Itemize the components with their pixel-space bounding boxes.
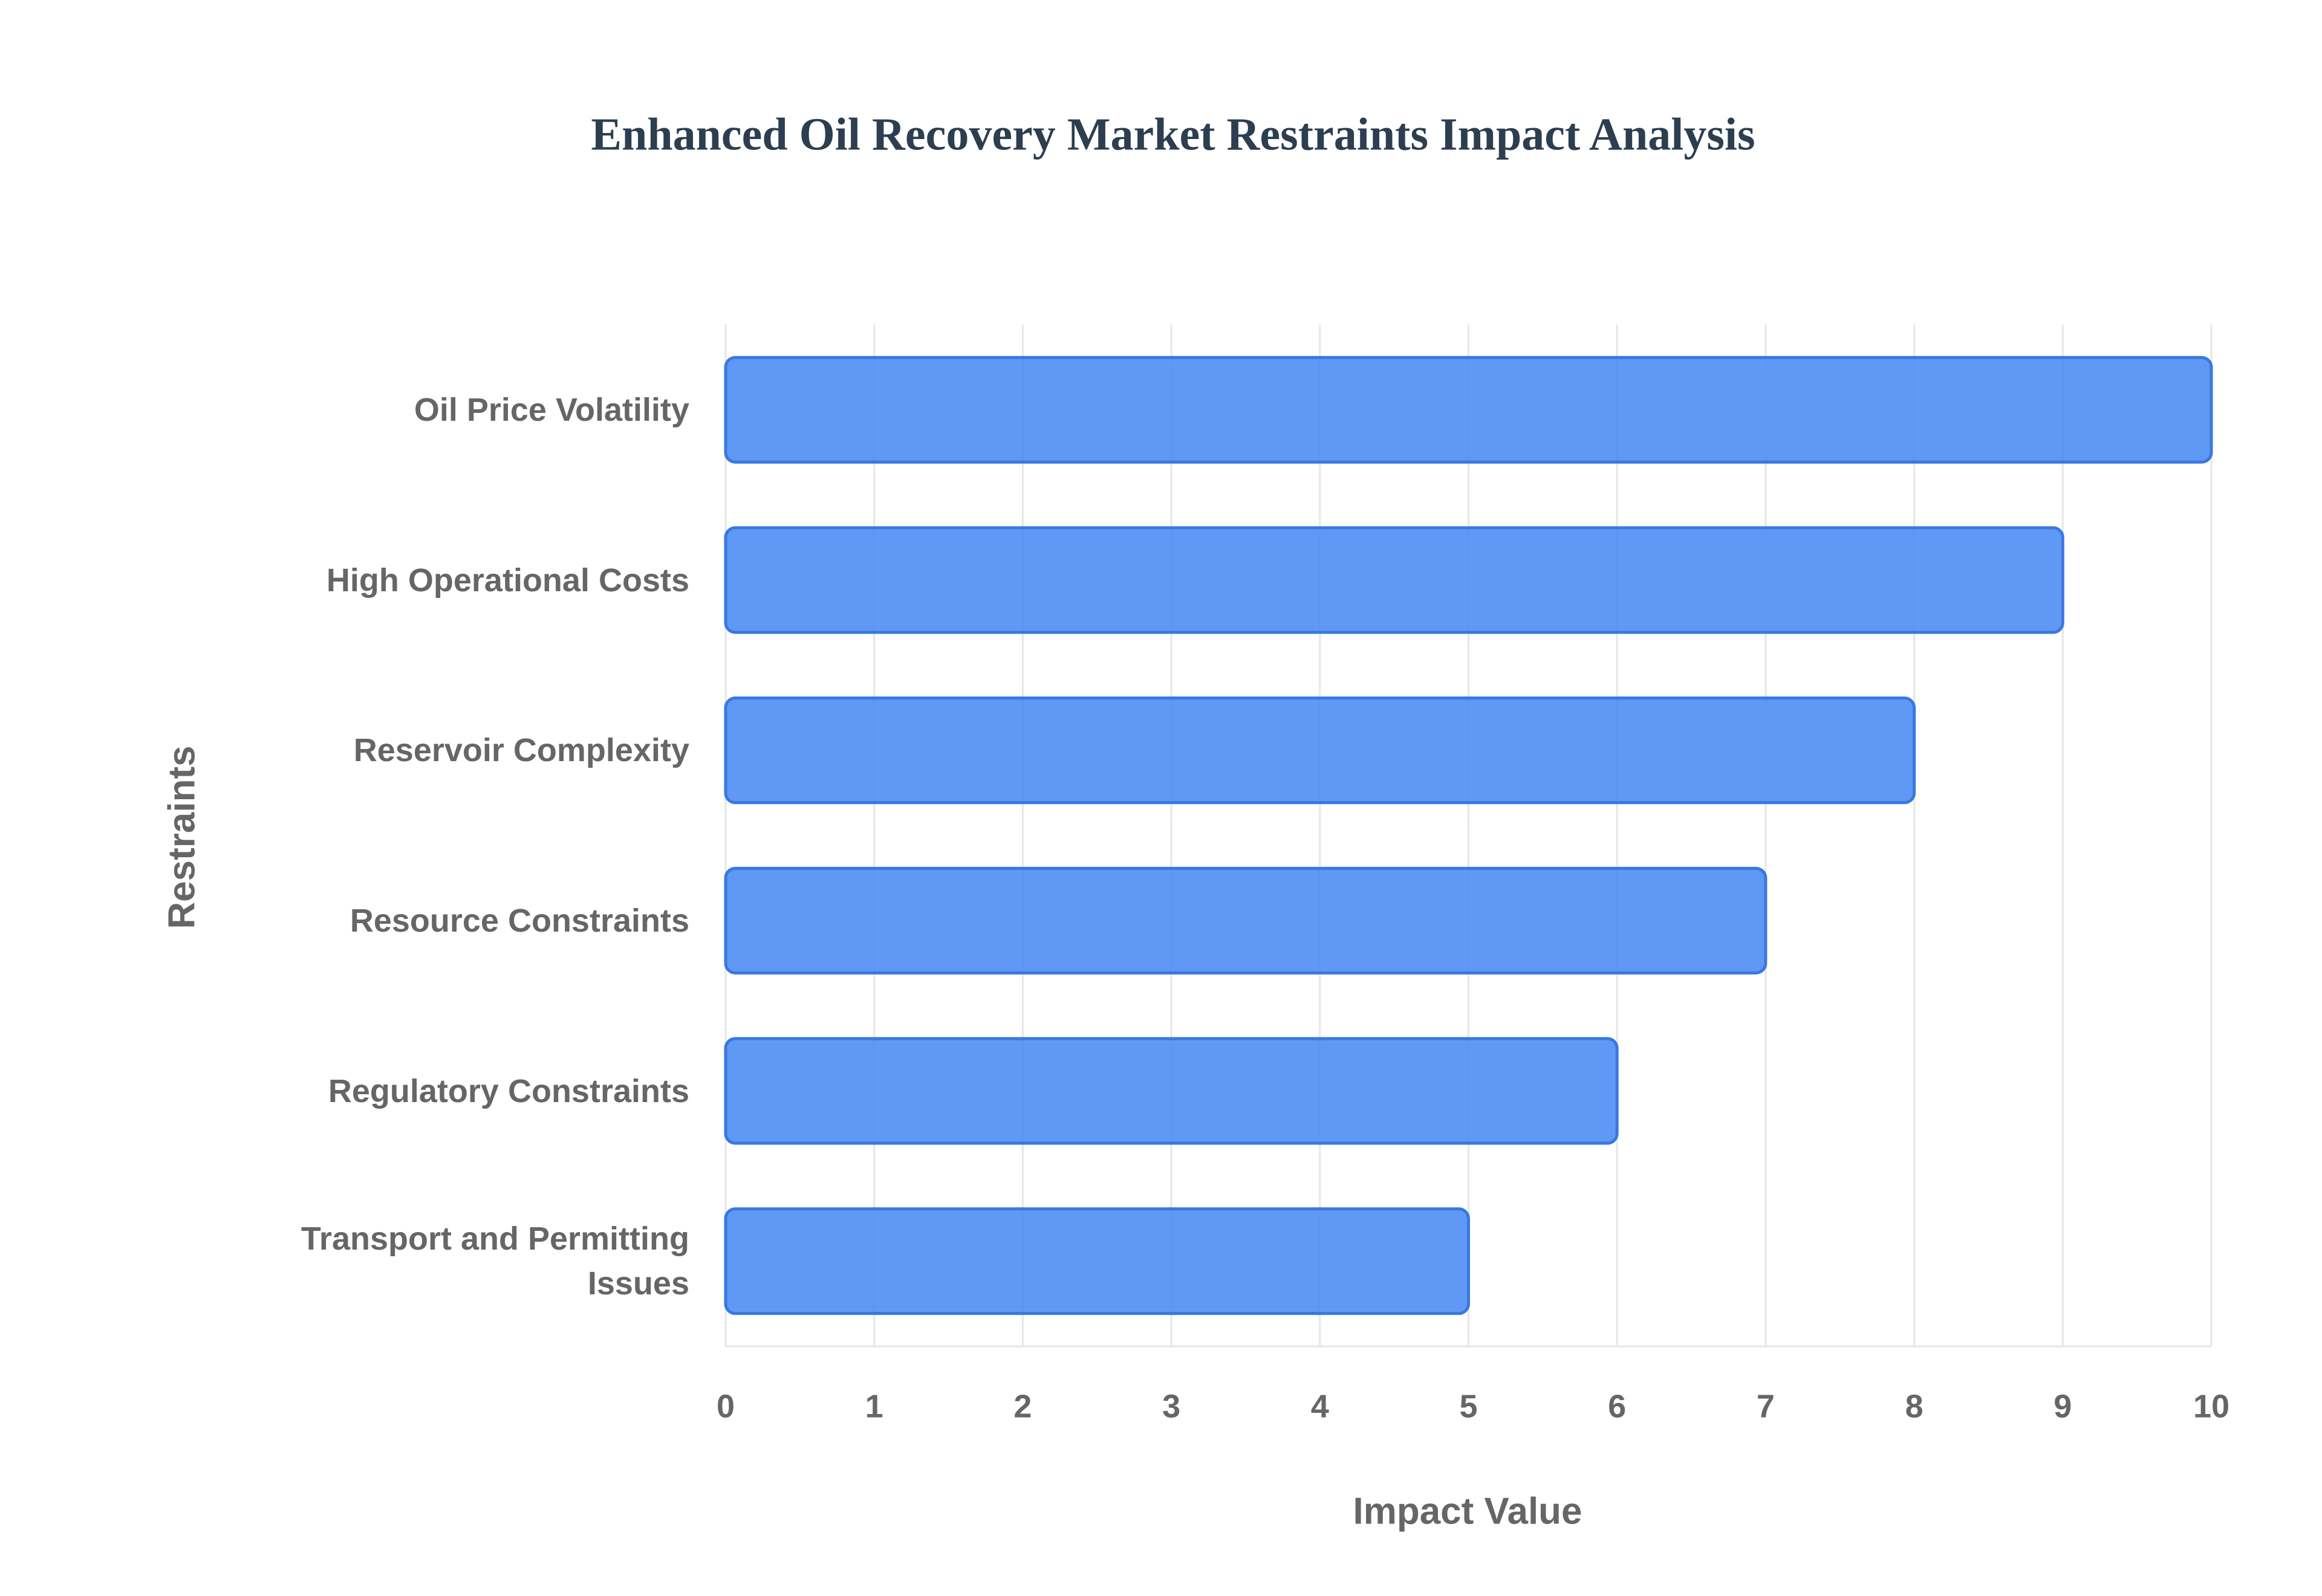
x-tick-label: 5 <box>1459 1388 1477 1424</box>
x-tick-label: 9 <box>2054 1388 2072 1424</box>
x-tick-label: 3 <box>1162 1388 1180 1424</box>
y-tick-label: Transport and Permitting Issues <box>301 1221 689 1302</box>
x-tick-label: 6 <box>1608 1388 1626 1424</box>
x-tick-label: 4 <box>1311 1388 1329 1424</box>
bar <box>724 1207 1470 1315</box>
x-tick-label: 0 <box>717 1388 735 1424</box>
x-tick-label: 1 <box>865 1388 883 1424</box>
x-tick-label: 8 <box>1905 1388 1924 1424</box>
bar <box>724 866 1768 975</box>
x-tick-label: 7 <box>1757 1388 1775 1424</box>
bar <box>724 1037 1619 1145</box>
y-tick-label: High Operational Costs <box>326 562 689 598</box>
bar <box>724 355 2213 464</box>
y-tick-label: Regulatory Constraints <box>328 1072 689 1109</box>
y-axis-title: Restraints <box>161 745 203 929</box>
y-tick-label: Oil Price Volatility <box>414 391 689 428</box>
x-axis-title: Impact Value <box>1353 1490 1582 1532</box>
y-tick-label: Reservoir Complexity <box>353 732 689 769</box>
x-tick-label: 2 <box>1013 1388 1032 1424</box>
bar <box>724 526 2064 634</box>
x-tick-label: 10 <box>2193 1388 2229 1424</box>
chart-title: Enhanced Oil Recovery Market Restraints … <box>591 109 1755 160</box>
bar <box>724 696 1916 805</box>
y-tick-label: Resource Constraints <box>350 902 689 939</box>
